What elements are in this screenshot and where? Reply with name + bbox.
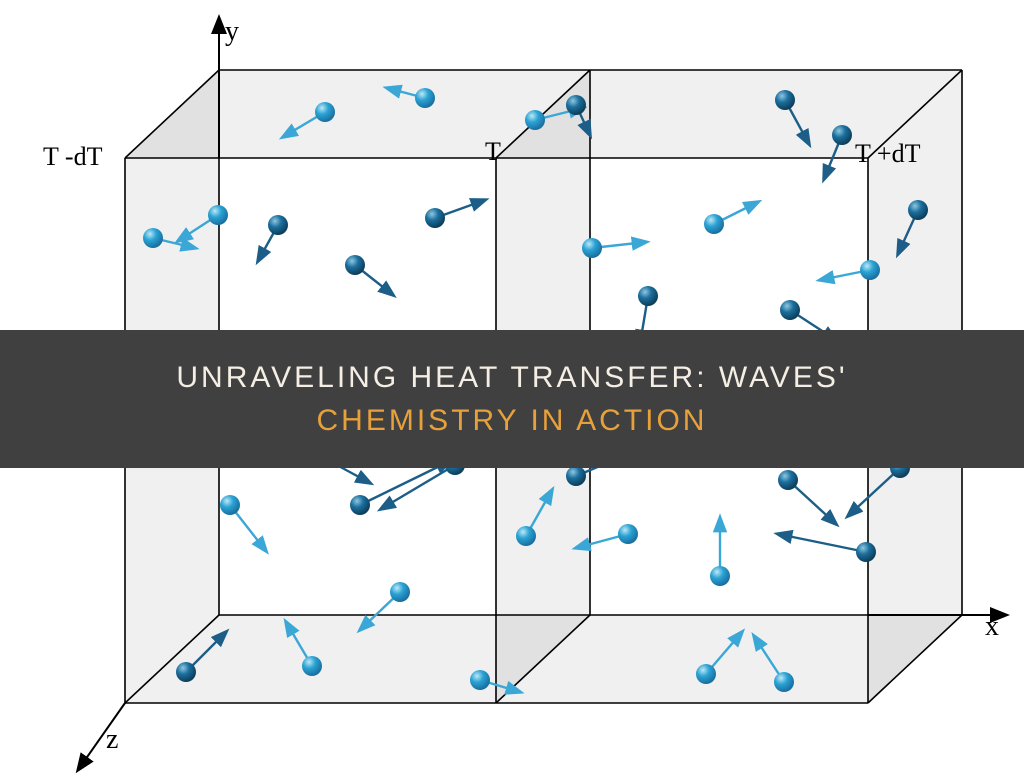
particle-ball bbox=[618, 524, 638, 544]
particle-ball bbox=[470, 670, 490, 690]
particle-ball bbox=[350, 495, 370, 515]
particle-ball bbox=[860, 260, 880, 280]
particle-ball bbox=[516, 526, 536, 546]
temp-label-left: T -dT bbox=[43, 142, 103, 171]
temp-label-mid: T bbox=[485, 137, 501, 166]
particle-ball bbox=[775, 90, 795, 110]
particle-ball bbox=[345, 255, 365, 275]
particle bbox=[820, 260, 880, 280]
particle bbox=[425, 200, 485, 228]
particle-ball bbox=[832, 125, 852, 145]
particle-ball bbox=[582, 238, 602, 258]
particle bbox=[778, 534, 876, 562]
particle-ball bbox=[778, 470, 798, 490]
particle-ball bbox=[780, 300, 800, 320]
particle-ball bbox=[696, 664, 716, 684]
particle bbox=[350, 461, 450, 515]
particle-ball bbox=[143, 228, 163, 248]
particle-ball bbox=[525, 110, 545, 130]
particle-ball bbox=[220, 495, 240, 515]
particle-ball bbox=[638, 286, 658, 306]
stage: y x z T -dT T T +dT UNRAVELING HEAT TRAN… bbox=[0, 0, 1024, 784]
axis-label-x: x bbox=[985, 611, 999, 642]
particle bbox=[258, 215, 288, 261]
temp-label-right: T +dT bbox=[855, 139, 921, 168]
particle bbox=[710, 518, 730, 586]
velocity-arrow bbox=[381, 465, 455, 509]
particle bbox=[220, 495, 266, 551]
title-line-1: UNRAVELING HEAT TRANSFER: WAVES' bbox=[176, 361, 847, 394]
title-text: UNRAVELING HEAT TRANSFER: WAVES' CHEMIST… bbox=[176, 356, 847, 443]
particle-ball bbox=[425, 208, 445, 228]
particle-ball bbox=[390, 582, 410, 602]
particle-ball bbox=[315, 102, 335, 122]
particle-ball bbox=[774, 672, 794, 692]
particle bbox=[704, 202, 758, 234]
particle-ball bbox=[176, 662, 196, 682]
particle-ball bbox=[415, 88, 435, 108]
particle-ball bbox=[704, 214, 724, 234]
particle bbox=[778, 470, 836, 524]
particle bbox=[345, 255, 393, 295]
particle-ball bbox=[302, 656, 322, 676]
axis-label-y: y bbox=[225, 16, 239, 47]
particle-ball bbox=[268, 215, 288, 235]
particle bbox=[582, 238, 646, 258]
particle-ball bbox=[908, 200, 928, 220]
velocity-arrow bbox=[778, 534, 866, 552]
particle-ball bbox=[856, 542, 876, 562]
axis-label-z: z bbox=[106, 724, 118, 755]
particle-ball bbox=[566, 95, 586, 115]
title-line-2: CHEMISTRY IN ACTION bbox=[176, 399, 847, 443]
particle-ball bbox=[566, 466, 586, 486]
title-overlay: UNRAVELING HEAT TRANSFER: WAVES' CHEMIST… bbox=[0, 330, 1024, 468]
particle-ball bbox=[710, 566, 730, 586]
particle-ball bbox=[208, 205, 228, 225]
